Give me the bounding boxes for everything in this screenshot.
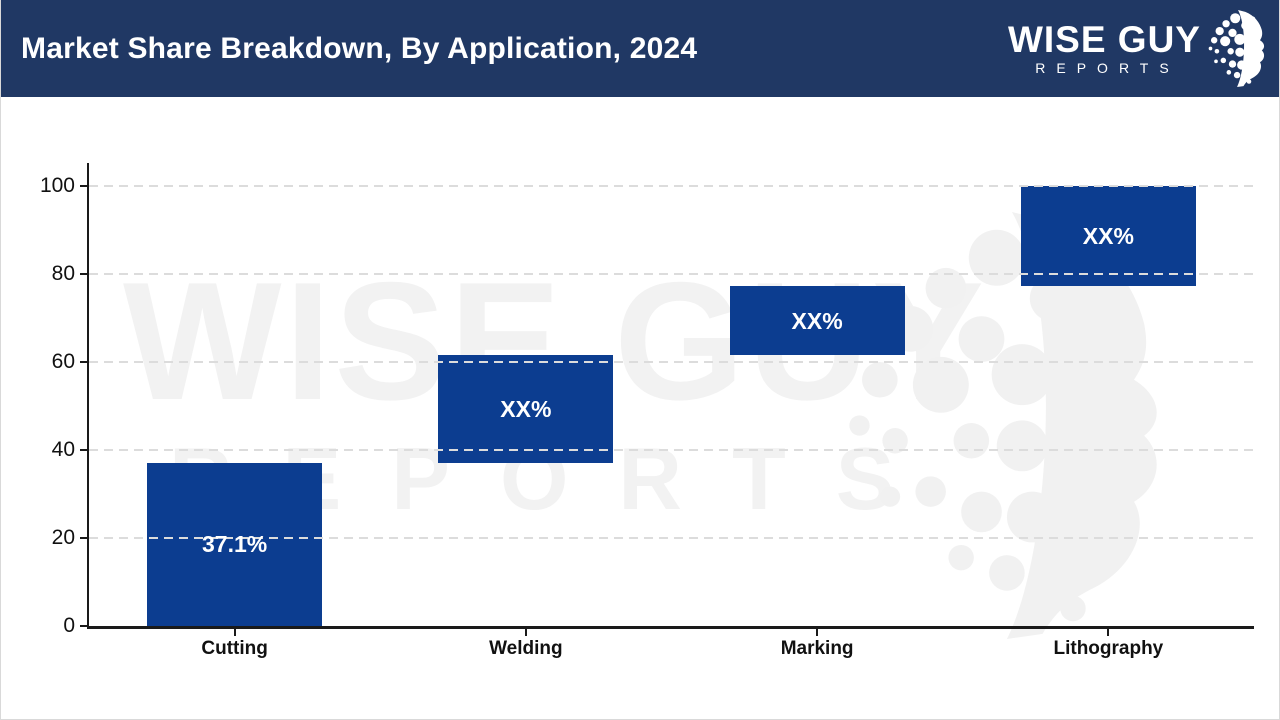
chart-area: WISE GUY REPORTS 0 20 40 60 80 100 37.1% Cuttin…	[1, 97, 1279, 719]
x-axis-spine	[87, 626, 1254, 629]
x-tick	[524, 629, 527, 636]
gridline	[89, 537, 1254, 539]
bar-marking	[729, 286, 905, 355]
bar-value-label: XX%	[1082, 223, 1134, 250]
x-tick	[233, 629, 236, 636]
bar-cutting	[147, 462, 323, 626]
bar-value-label: XX%	[791, 307, 843, 334]
gridline	[89, 449, 1254, 451]
header: Market Share Breakdown, By Application, …	[1, 0, 1279, 97]
y-tick-label: 60	[51, 350, 75, 373]
y-tick-label: 20	[51, 526, 75, 549]
logo-text: WISE GUY REPORTS	[1007, 18, 1201, 76]
logo-subtext: REPORTS	[1035, 59, 1180, 76]
gridline	[89, 273, 1254, 275]
x-axis-category-label: Lithography	[1053, 638, 1164, 659]
bar-value-label: 37.1%	[202, 531, 268, 558]
chart-title: Market Share Breakdown, By Application, …	[21, 31, 698, 65]
y-tick-label: 40	[51, 438, 75, 461]
y-tick-label: 80	[51, 262, 75, 285]
y-tick	[80, 185, 89, 187]
y-axis-spine	[87, 163, 89, 629]
y-tick	[80, 361, 89, 363]
y-tick	[80, 449, 89, 451]
y-tick-label: 0	[63, 614, 75, 637]
x-axis-category-label: Marking	[780, 638, 854, 659]
gridline	[89, 361, 1254, 363]
y-tick	[80, 273, 89, 275]
gridline	[89, 185, 1254, 187]
plot-area: 0 20 40 60 80 100 37.1% Cutting XX% Welding XX% Mar…	[1, 97, 1279, 719]
logo-wordmark: WISE GUY	[1007, 18, 1201, 60]
bar-welding	[438, 354, 614, 463]
y-tick	[80, 537, 89, 539]
wiseguy-head-icon	[1208, 10, 1265, 87]
x-tick	[816, 629, 819, 636]
x-axis-category-label: Welding	[489, 638, 563, 659]
bar-value-label: XX%	[500, 395, 552, 422]
y-tick	[80, 625, 89, 627]
bar-lithography	[1020, 186, 1196, 287]
wiseguy-logo: WISE GUY REPORTS	[1007, 10, 1279, 87]
x-axis-category-label: Cutting	[201, 638, 268, 659]
wiseguy-head-watermark	[849, 212, 1157, 639]
y-tick-label: 100	[39, 174, 75, 197]
x-tick	[1107, 629, 1110, 636]
